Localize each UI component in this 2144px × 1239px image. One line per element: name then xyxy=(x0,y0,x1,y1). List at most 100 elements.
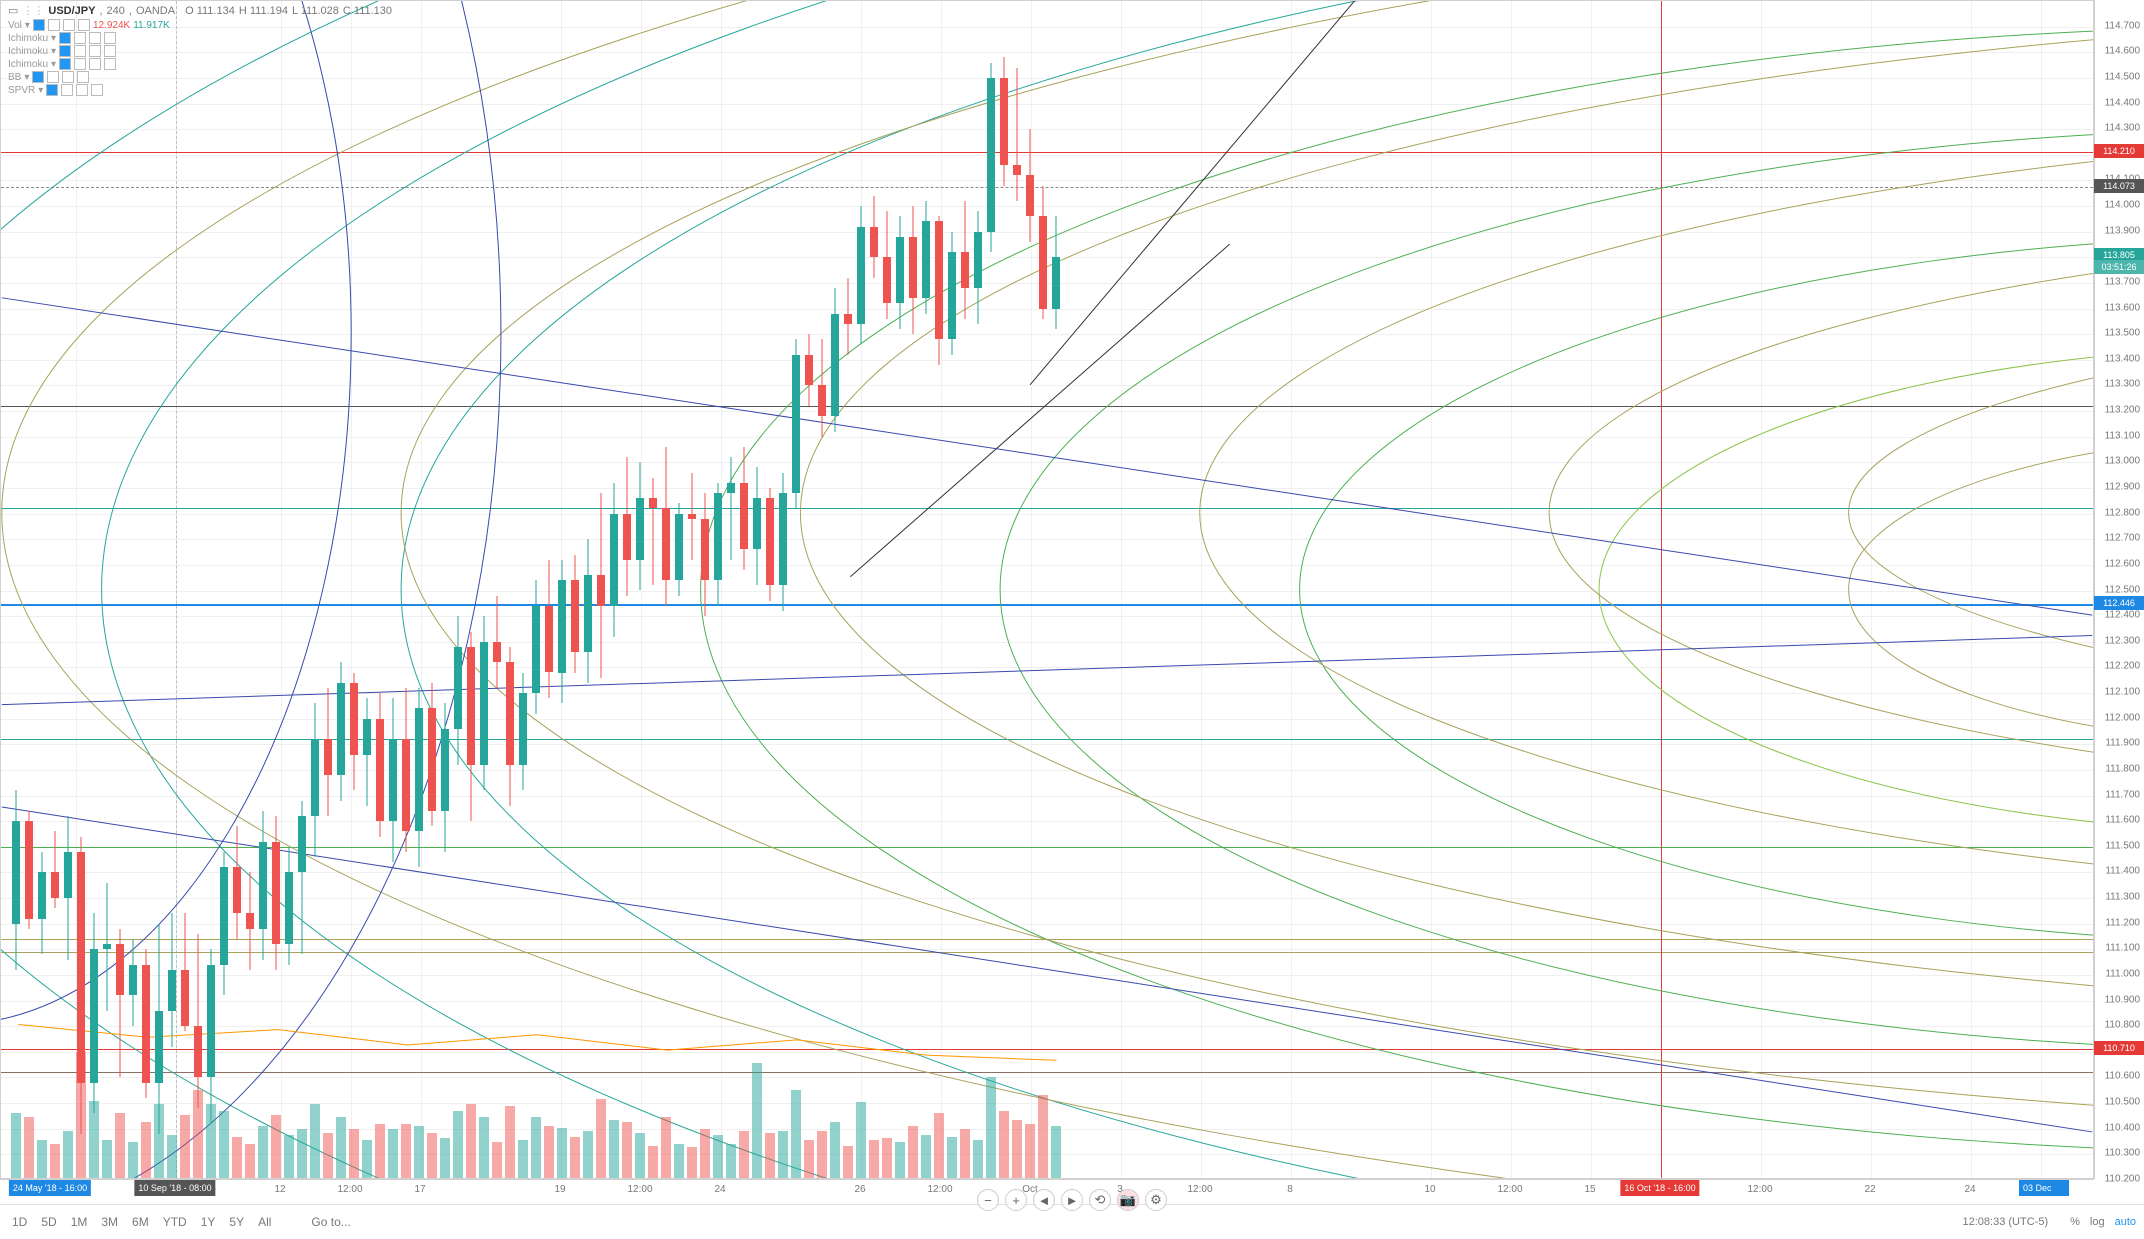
candle[interactable] xyxy=(427,683,437,827)
indicator-delete-button[interactable] xyxy=(89,32,101,44)
candle[interactable] xyxy=(1038,186,1048,319)
candle[interactable] xyxy=(453,616,463,765)
candle[interactable] xyxy=(856,206,866,344)
indicator-delete-button[interactable] xyxy=(89,45,101,57)
indicator-more-button[interactable] xyxy=(78,19,90,31)
indicator-visibility-toggle[interactable] xyxy=(33,19,45,31)
candle[interactable] xyxy=(648,478,658,586)
drag-icon[interactable]: ⋮⋮ xyxy=(22,4,44,17)
indicator-visibility-toggle[interactable] xyxy=(59,45,71,57)
candle[interactable] xyxy=(310,703,320,857)
candle[interactable] xyxy=(700,493,710,616)
candle[interactable] xyxy=(921,201,931,314)
candle[interactable] xyxy=(323,688,333,816)
candle[interactable] xyxy=(167,913,177,1046)
indicator-settings-button[interactable] xyxy=(48,19,60,31)
candle[interactable] xyxy=(869,196,879,278)
horizontal-line[interactable] xyxy=(1,939,2093,940)
range-1y[interactable]: 1Y xyxy=(201,1215,216,1229)
candle[interactable] xyxy=(466,632,476,822)
candle[interactable] xyxy=(817,339,827,436)
candle[interactable] xyxy=(37,852,47,955)
axis-option-%[interactable]: % xyxy=(2070,1216,2080,1228)
candle[interactable] xyxy=(947,232,957,355)
range-3m[interactable]: 3M xyxy=(101,1215,118,1229)
candle[interactable] xyxy=(271,816,281,970)
candle[interactable] xyxy=(180,913,190,1031)
indicator-visibility-toggle[interactable] xyxy=(59,32,71,44)
indicator-more-button[interactable] xyxy=(91,84,103,96)
candle[interactable] xyxy=(791,339,801,508)
candle[interactable] xyxy=(609,483,619,637)
horizontal-line[interactable] xyxy=(1,1072,2093,1073)
candle[interactable] xyxy=(297,801,307,955)
candle[interactable] xyxy=(765,488,775,601)
candle[interactable] xyxy=(24,811,34,929)
candle[interactable] xyxy=(752,467,762,585)
candle[interactable] xyxy=(128,939,138,1026)
candle[interactable] xyxy=(687,473,697,560)
candle[interactable] xyxy=(232,826,242,939)
candle[interactable] xyxy=(1012,68,1022,201)
horizontal-line[interactable] xyxy=(1,1049,2093,1050)
candle[interactable] xyxy=(583,539,593,683)
indicator-delete-button[interactable] xyxy=(89,58,101,70)
candle[interactable] xyxy=(193,934,203,1108)
indicator-more-button[interactable] xyxy=(104,58,116,70)
scroll-right-button[interactable]: ► xyxy=(1061,1189,1083,1211)
range-1m[interactable]: 1M xyxy=(71,1215,88,1229)
candle[interactable] xyxy=(726,457,736,560)
range-5y[interactable]: 5Y xyxy=(229,1215,244,1229)
indicator-delete-button[interactable] xyxy=(63,19,75,31)
indicator-more-button[interactable] xyxy=(104,32,116,44)
candle[interactable] xyxy=(934,216,944,365)
candle[interactable] xyxy=(154,924,164,1134)
candle[interactable] xyxy=(505,647,515,806)
candle[interactable] xyxy=(115,929,125,1078)
axis-option-log[interactable]: log xyxy=(2090,1216,2105,1228)
snapshot-button[interactable]: 📷 xyxy=(1117,1189,1139,1211)
candle[interactable] xyxy=(739,447,749,570)
indicator-settings-button[interactable] xyxy=(61,84,73,96)
candle[interactable] xyxy=(960,201,970,319)
indicator-delete-button[interactable] xyxy=(76,84,88,96)
horizontal-line[interactable] xyxy=(1,508,2093,509)
candle[interactable] xyxy=(622,457,632,595)
candle[interactable] xyxy=(557,560,567,704)
indicator-delete-button[interactable] xyxy=(62,71,74,83)
candle[interactable] xyxy=(141,949,151,1098)
y-axis[interactable]: 114.700114.600114.500114.400114.300114.2… xyxy=(2094,0,2144,1179)
range-ytd[interactable]: YTD xyxy=(163,1215,187,1229)
candle[interactable] xyxy=(258,811,268,960)
candle[interactable] xyxy=(89,913,99,1113)
candle[interactable] xyxy=(635,462,645,590)
candle[interactable] xyxy=(102,883,112,1011)
range-1d[interactable]: 1D xyxy=(12,1215,27,1229)
range-all[interactable]: All xyxy=(258,1215,271,1229)
candle[interactable] xyxy=(570,555,580,673)
candle[interactable] xyxy=(778,473,788,611)
candle[interactable] xyxy=(674,503,684,595)
candle[interactable] xyxy=(544,560,554,698)
horizontal-line[interactable] xyxy=(1,152,2093,153)
candle[interactable] xyxy=(76,837,86,1134)
range-5d[interactable]: 5D xyxy=(41,1215,56,1229)
collapse-icon[interactable]: ▭ xyxy=(8,4,18,17)
candle[interactable] xyxy=(1051,216,1061,329)
candle[interactable] xyxy=(375,693,385,837)
indicator-settings-button[interactable] xyxy=(74,45,86,57)
settings-button[interactable]: ⚙ xyxy=(1145,1189,1167,1211)
indicator-visibility-toggle[interactable] xyxy=(46,84,58,96)
candle[interactable] xyxy=(479,616,489,790)
symbol[interactable]: USD/JPY xyxy=(48,5,95,17)
candle[interactable] xyxy=(518,673,528,791)
axis-option-auto[interactable]: auto xyxy=(2115,1216,2136,1228)
goto-button[interactable]: Go to... xyxy=(311,1215,350,1229)
candle[interactable] xyxy=(986,63,996,253)
candle[interactable] xyxy=(908,206,918,334)
candle[interactable] xyxy=(206,949,216,1123)
candle[interactable] xyxy=(713,483,723,606)
horizontal-line[interactable] xyxy=(1,406,2093,407)
vertical-line[interactable] xyxy=(1661,1,1662,1178)
horizontal-line[interactable] xyxy=(1,952,2093,953)
